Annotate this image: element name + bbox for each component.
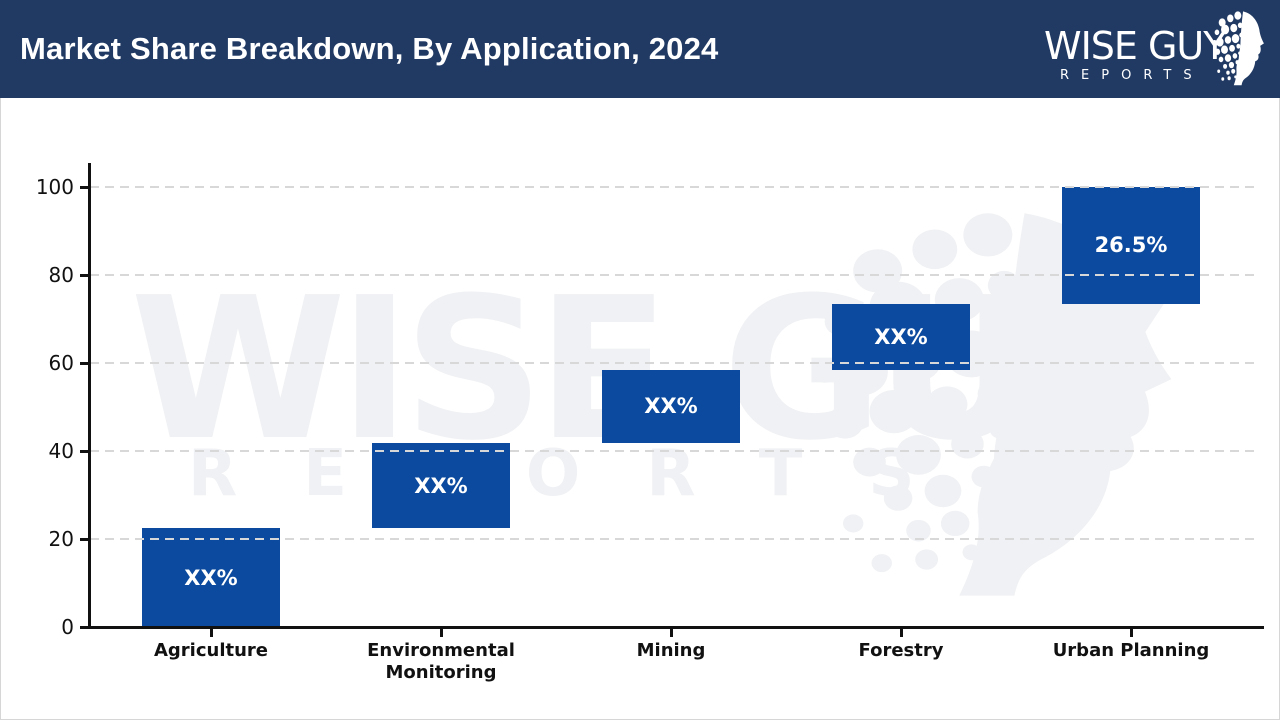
y-tick [80, 626, 89, 629]
y-tick-label: 60 [48, 351, 74, 375]
y-tick-label: 40 [48, 439, 74, 463]
bar-urban-planning: 26.5% [1062, 187, 1200, 304]
x-axis-label-urban-planning: Urban Planning [1052, 640, 1210, 661]
bar-agriculture: XX% [142, 528, 280, 627]
y-tick [80, 274, 89, 277]
y-tick [80, 538, 89, 541]
gridline-60 [90, 362, 1258, 364]
x-axis-line [88, 626, 1264, 629]
y-tick [80, 186, 89, 189]
gridline-40 [90, 450, 1258, 452]
wiseguy-logo: WISE GUY REPORTS [1008, 6, 1270, 92]
y-axis-line [88, 163, 91, 629]
x-tick [670, 629, 673, 637]
x-tick [440, 629, 443, 637]
bar-value-label: XX% [644, 394, 698, 419]
x-tick [1130, 629, 1133, 637]
gridline-80 [90, 274, 1258, 276]
y-tick-label: 20 [48, 527, 74, 551]
x-axis-label-mining: Mining [636, 640, 706, 661]
y-tick [80, 362, 89, 365]
y-tick [80, 450, 89, 453]
logo-wordmark: WISE GUY [1044, 24, 1226, 68]
x-tick [210, 629, 213, 637]
page-title: Market Share Breakdown, By Application, … [20, 31, 719, 66]
bar-value-label: 26.5% [1094, 233, 1168, 258]
y-tick-label: 80 [48, 263, 74, 287]
y-tick-label: 0 [61, 615, 74, 639]
x-axis-label-environmental-monitoring: Environmental Monitoring [367, 640, 515, 683]
wiseguy-head-icon [1210, 10, 1268, 88]
bar-value-label: XX% [874, 324, 928, 349]
bar-value-label: XX% [414, 473, 468, 498]
logo-subtext: REPORTS [1060, 68, 1204, 83]
y-tick-label: 100 [35, 175, 74, 199]
x-tick [900, 629, 903, 637]
bar-forestry: XX% [832, 303, 970, 370]
gridline-20 [90, 538, 1258, 540]
bar-environmental-monitoring: XX% [372, 443, 510, 528]
x-axis-label-forestry: Forestry [858, 640, 944, 661]
gridline-100 [90, 186, 1258, 188]
bar-mining: XX% [602, 369, 740, 444]
x-axis-label-agriculture: Agriculture [153, 640, 269, 661]
bar-value-label: XX% [184, 565, 238, 590]
header: Market Share Breakdown, By Application, … [0, 0, 1280, 98]
